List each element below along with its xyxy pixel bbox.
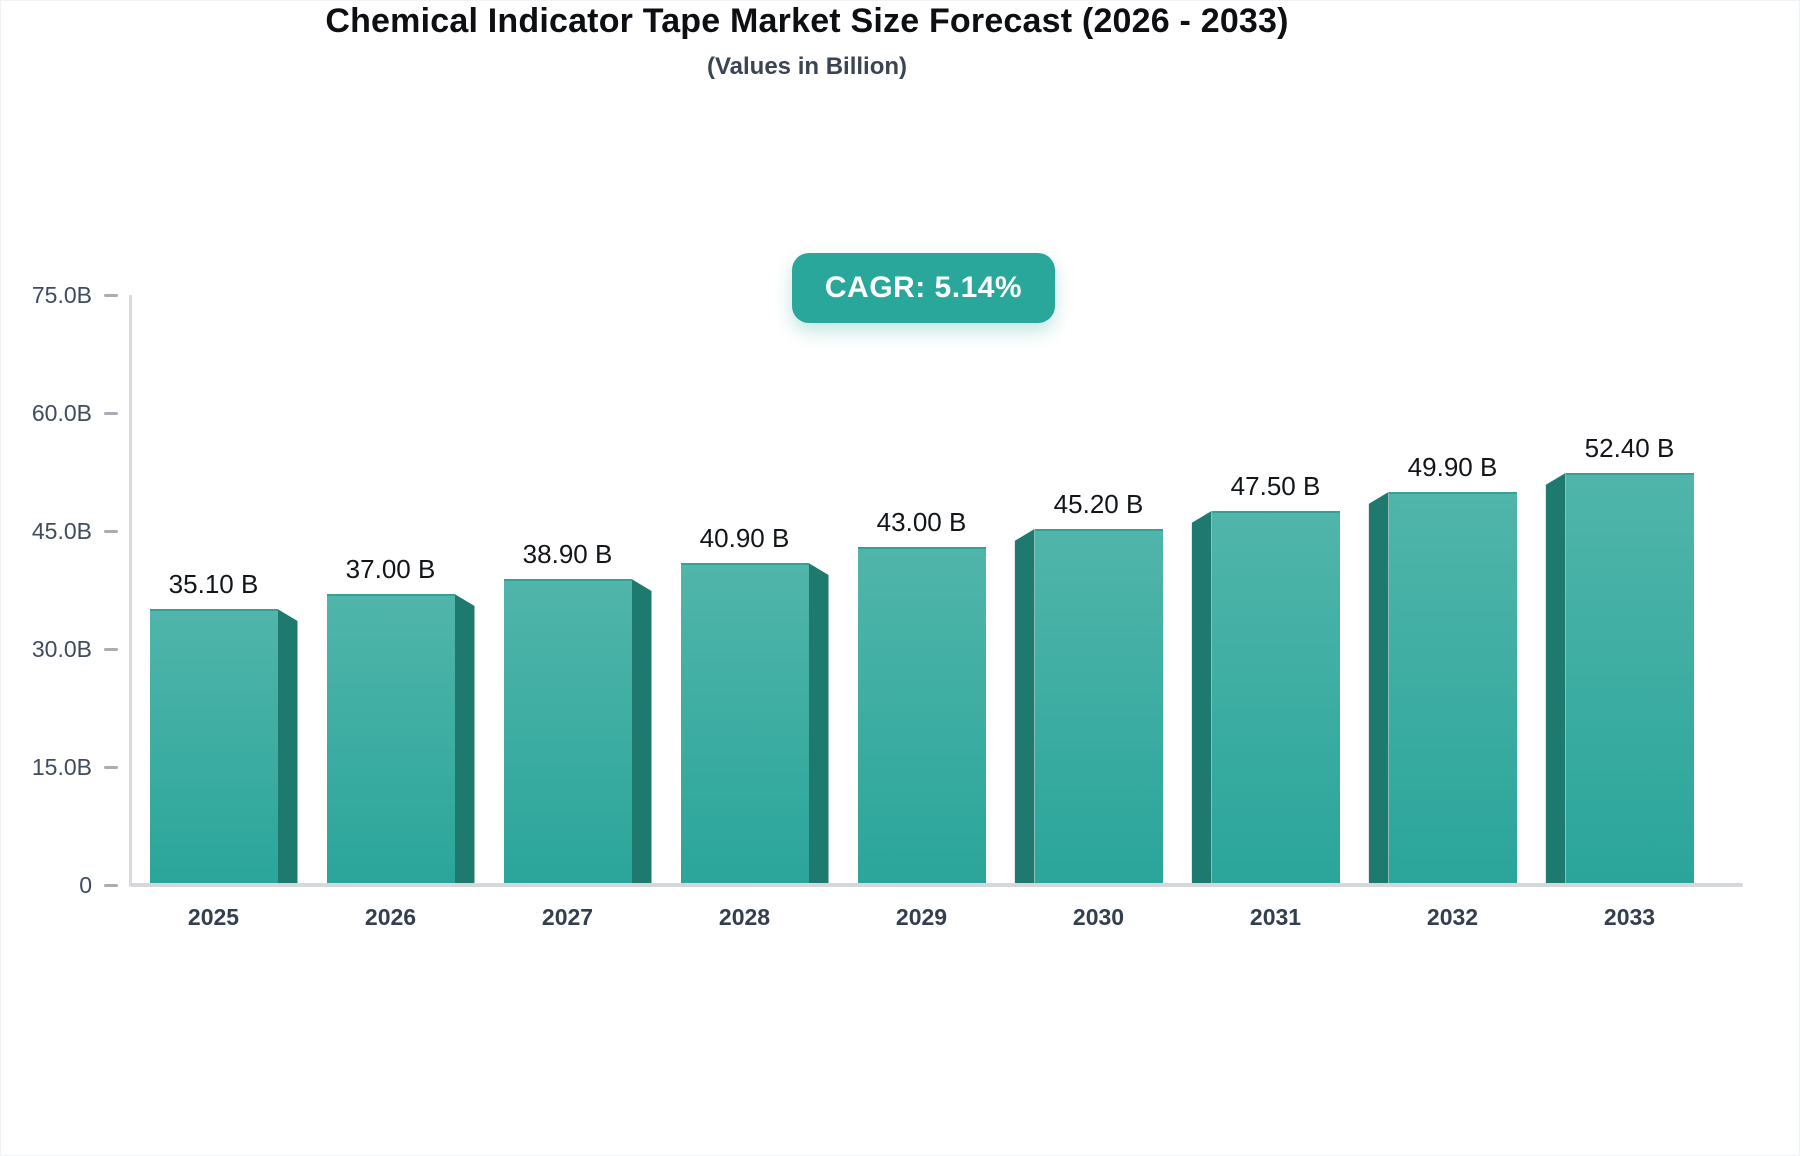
bar-3d-side [1191, 511, 1212, 885]
bar-value-label: 43.00 B [876, 507, 967, 537]
y-tick-mark [104, 412, 118, 415]
x-axis-tick-label: 2030 [1072, 904, 1125, 930]
bar [1388, 492, 1517, 886]
bar [149, 609, 278, 886]
y-axis-tick-label: 30.0B [31, 636, 92, 662]
bar [1211, 511, 1340, 886]
y-axis-line [129, 295, 132, 885]
chart-header: Chemical Indicator Tape Market Size Fore… [0, 0, 1614, 82]
x-axis-tick-label: 2027 [541, 904, 594, 930]
cagr-badge-label: CAGR: 5.14% [824, 271, 1023, 304]
bar-value-label: 45.20 B [1053, 489, 1144, 519]
y-tick-mark [104, 884, 118, 887]
bar [326, 594, 455, 886]
y-axis-tick-label: 60.0B [31, 400, 92, 426]
chart-subtitle: (Values in Billion) [706, 53, 908, 80]
bar [503, 579, 632, 886]
bar-3d-side [808, 563, 829, 885]
bar-3d-side [454, 594, 475, 885]
x-axis-tick-label: 2032 [1426, 904, 1479, 930]
bar-value-label: 40.90 B [699, 523, 790, 553]
y-tick-mark [104, 766, 118, 769]
y-axis-tick-label: 15.0B [31, 754, 92, 780]
bar-3d-side [1014, 529, 1035, 885]
x-axis-tick-label: 2031 [1249, 904, 1302, 930]
bar-3d-side [1368, 492, 1389, 885]
bar-value-label: 52.40 B [1584, 433, 1675, 463]
bar-value-label: 38.90 B [522, 539, 613, 569]
x-axis-tick-label: 2026 [364, 904, 417, 930]
bar-value-label: 37.00 B [345, 554, 436, 584]
x-axis-tick-label: 2028 [718, 904, 771, 930]
bar-3d-side [631, 579, 652, 885]
bar-value-label: 35.10 B [168, 569, 259, 599]
y-tick-mark [104, 648, 118, 651]
y-axis-tick-label: 0 [79, 872, 92, 898]
x-axis-tick-label: 2029 [895, 904, 948, 930]
y-axis-tick-label: 75.0B [31, 282, 92, 308]
y-tick-mark [104, 294, 118, 297]
bar-3d-side [1545, 473, 1566, 885]
bar [1565, 473, 1694, 886]
bar-value-label: 47.50 B [1230, 471, 1321, 501]
cagr-badge: CAGR: 5.14% [792, 253, 1055, 323]
bar [1034, 529, 1163, 886]
y-axis-tick-label: 45.0B [31, 518, 92, 544]
x-axis-tick-label: 2033 [1603, 904, 1656, 930]
x-axis-tick-label: 2025 [187, 904, 240, 930]
bar-3d-side [277, 609, 298, 885]
chart-title: Chemical Indicator Tape Market Size Fore… [325, 2, 1289, 40]
y-tick-mark [104, 530, 118, 533]
x-axis-baseline [129, 883, 1743, 887]
bar [857, 547, 986, 886]
bar [680, 563, 809, 886]
bar-value-label: 49.90 B [1407, 452, 1498, 482]
